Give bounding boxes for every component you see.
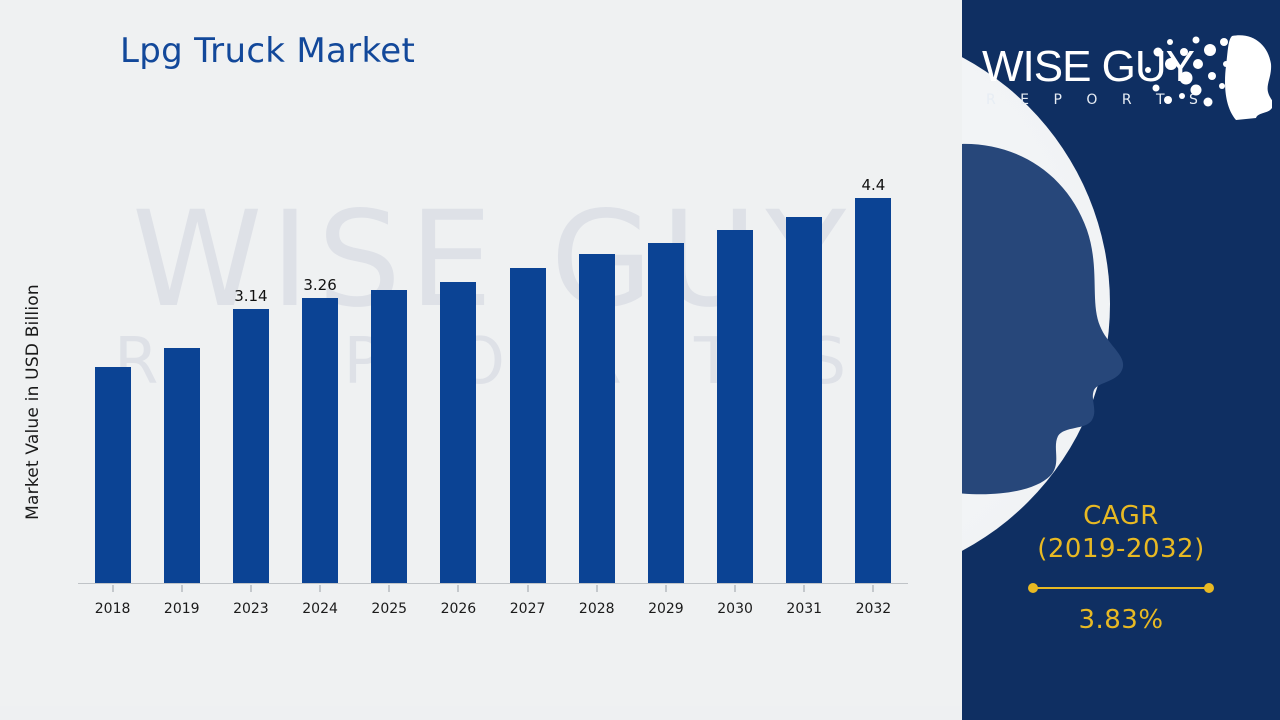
bar xyxy=(163,348,200,584)
logo-dotted-head-icon xyxy=(1145,35,1272,120)
x-axis-label: 2019 xyxy=(163,601,200,617)
bar xyxy=(232,308,269,584)
bar xyxy=(440,281,477,584)
brand-panel: WISE GUY R E P O R T S CAGR (2019-2032) xyxy=(962,0,1280,720)
x-axis-tick xyxy=(112,585,114,592)
bar-group: 3.26 2024 xyxy=(286,150,355,617)
cagr-value: 3.83% xyxy=(1078,605,1164,635)
bar-group: 3.14 2023 xyxy=(216,150,285,617)
bar-value-label: 4.4 xyxy=(861,176,886,195)
bar xyxy=(717,229,754,584)
x-axis-tick xyxy=(319,585,321,592)
brand-logo: WISE GUY R E P O R T S xyxy=(970,30,1272,122)
x-axis-label: 2027 xyxy=(509,601,546,617)
x-axis-label: 2023 xyxy=(233,601,269,617)
bar-group: 2018 xyxy=(78,150,147,617)
cagr-divider-line xyxy=(1033,587,1209,589)
bar-group: 2031 xyxy=(770,150,839,617)
x-axis-tick xyxy=(527,585,529,592)
x-axis-tick xyxy=(872,585,874,592)
bar-value-label: 3.14 xyxy=(234,286,268,305)
x-axis-label: 2028 xyxy=(578,601,615,617)
x-axis-label: 2025 xyxy=(371,601,408,617)
x-axis-tick xyxy=(596,585,598,592)
x-axis-label: 2026 xyxy=(440,601,477,617)
page-title: Lpg Truck Market xyxy=(120,31,416,71)
x-axis-label: 2032 xyxy=(855,601,892,617)
bar xyxy=(855,198,892,584)
cagr-range: (2019-2032) xyxy=(1037,533,1205,564)
bar-group: 2019 xyxy=(147,150,216,617)
bar xyxy=(94,367,131,584)
head-silhouette-icon xyxy=(962,143,1124,495)
bar-group: 2030 xyxy=(701,150,770,617)
bar xyxy=(786,216,823,584)
cagr-divider xyxy=(1028,583,1214,593)
x-axis-line xyxy=(78,583,908,584)
cagr-divider-dot-right xyxy=(1204,583,1214,593)
x-axis-label: 2024 xyxy=(302,601,338,617)
x-axis-label: 2031 xyxy=(786,601,823,617)
bar-group: 2027 xyxy=(493,150,562,617)
bar xyxy=(371,290,408,584)
logo-subtext: R E P O R T S xyxy=(986,92,1208,108)
x-axis-tick xyxy=(181,585,183,592)
x-axis-tick xyxy=(734,585,736,592)
plot-area: 2018 2019 3.14 2023 3.26 2024 2025 2026 2027 2028… xyxy=(78,150,908,617)
bar-group: 2026 xyxy=(424,150,493,617)
cagr-title: CAGR xyxy=(1083,501,1159,531)
bar-group: 2025 xyxy=(355,150,424,617)
bar xyxy=(578,254,615,584)
bar xyxy=(509,267,546,584)
chart-panel: WISE GUY R E P O R T S Lpg Truck Market … xyxy=(23,31,908,617)
bar-group: 2029 xyxy=(631,150,700,617)
bar-group: 4.4 2032 xyxy=(839,150,908,617)
cagr-block: CAGR (2019-2032) 3.83% xyxy=(962,500,1280,635)
y-axis-title: Market Value in USD Billion xyxy=(23,284,43,520)
x-axis-tick xyxy=(457,585,459,592)
x-axis-tick xyxy=(803,585,805,592)
bar-value-label: 3.26 xyxy=(303,276,337,295)
bar xyxy=(647,242,684,584)
x-axis-label: 2030 xyxy=(717,601,753,617)
x-axis-tick xyxy=(250,585,252,592)
x-axis-label: 2029 xyxy=(648,601,684,617)
x-axis-label: 2018 xyxy=(94,601,131,617)
bar xyxy=(302,298,339,584)
x-axis-tick xyxy=(388,585,390,592)
x-axis-tick xyxy=(665,585,667,592)
bar-group: 2028 xyxy=(562,150,631,617)
